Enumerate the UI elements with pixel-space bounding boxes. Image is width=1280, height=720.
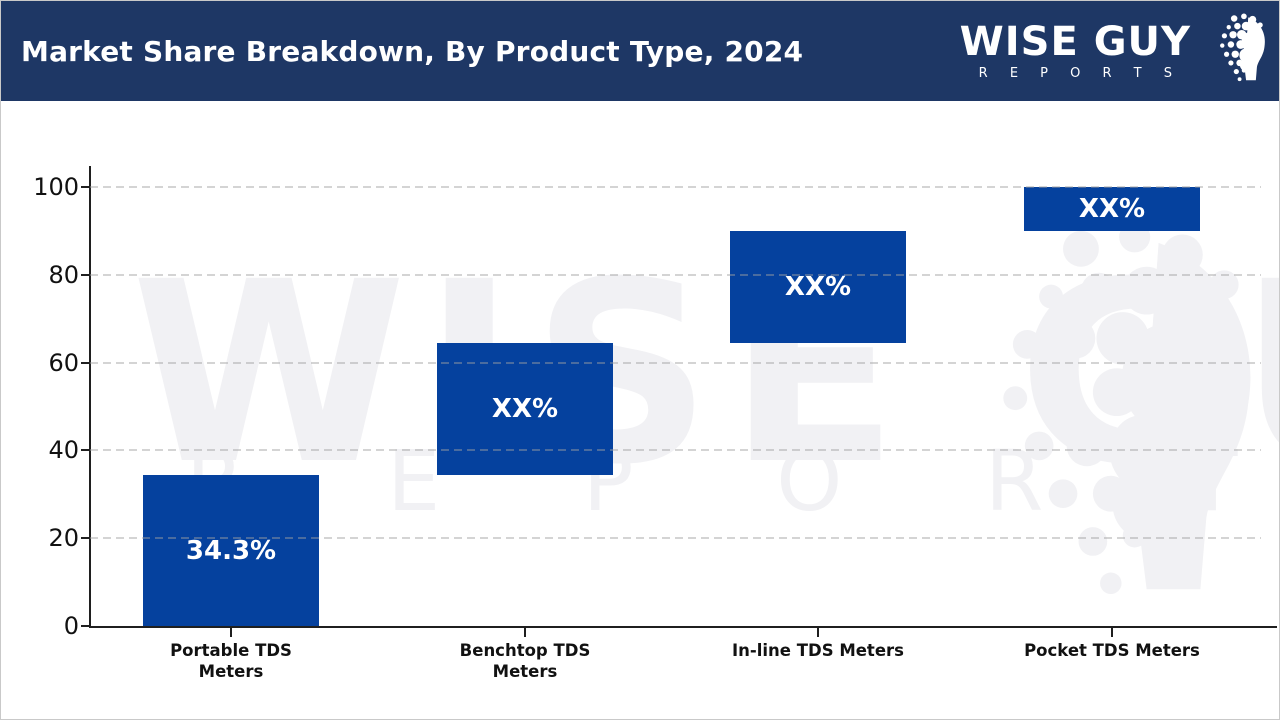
y-tick-label: 100 (33, 173, 79, 201)
gridline-80 (90, 273, 1261, 276)
gridline-40 (90, 449, 1261, 452)
y-axis-tick (81, 361, 89, 364)
bar-4 (1024, 187, 1200, 231)
y-tick-label: 80 (48, 260, 79, 289)
gridline-20 (90, 537, 1261, 540)
x-axis-tick (524, 628, 526, 637)
brand-reports-text: R E P O R T S (978, 65, 1181, 81)
y-tick-label: 40 (48, 436, 79, 465)
bar-value-label: XX% (1078, 193, 1146, 224)
brand-logo-text: WISE GUY R E P O R T S (960, 22, 1191, 81)
y-axis-tick (81, 186, 89, 188)
y-axis-tick (81, 273, 89, 276)
bar-value-label: XX% (491, 394, 559, 425)
y-tick-label: 0 (63, 612, 79, 640)
header-bar: Market Share Breakdown, By Product Type,… (1, 1, 1279, 101)
gridline-60 (90, 361, 1261, 364)
bar-2 (437, 342, 613, 476)
y-axis-line (89, 165, 91, 628)
y-tick-label: 60 (48, 348, 79, 377)
brand-logo: WISE GUY R E P O R T S (960, 12, 1267, 90)
category-label: Benchtop TDS Meters (459, 641, 591, 681)
page-title: Market Share Breakdown, By Product Type,… (21, 34, 804, 68)
x-axis-tick (817, 628, 819, 637)
bar-3 (730, 230, 906, 343)
x-axis-line (89, 626, 1277, 628)
y-tick-label: 20 (48, 524, 79, 553)
brand-wordmark: WISE GUY (959, 18, 1191, 65)
bar-value-label: XX% (784, 271, 852, 302)
category-label: Portable TDS Meters (170, 641, 292, 681)
y-axis-tick (81, 537, 89, 540)
category-label: Pocket TDS Meters (1024, 641, 1200, 660)
category-label: In-line TDS Meters (732, 641, 904, 660)
x-axis-tick (230, 628, 232, 637)
bar-1 (143, 475, 319, 626)
gridline-100 (90, 186, 1261, 188)
y-axis-tick (81, 449, 89, 452)
bar-value-label: 34.3% (185, 535, 277, 566)
y-axis-tick (81, 625, 89, 627)
x-axis-tick (1111, 628, 1113, 637)
brand-head-icon (1220, 13, 1265, 82)
